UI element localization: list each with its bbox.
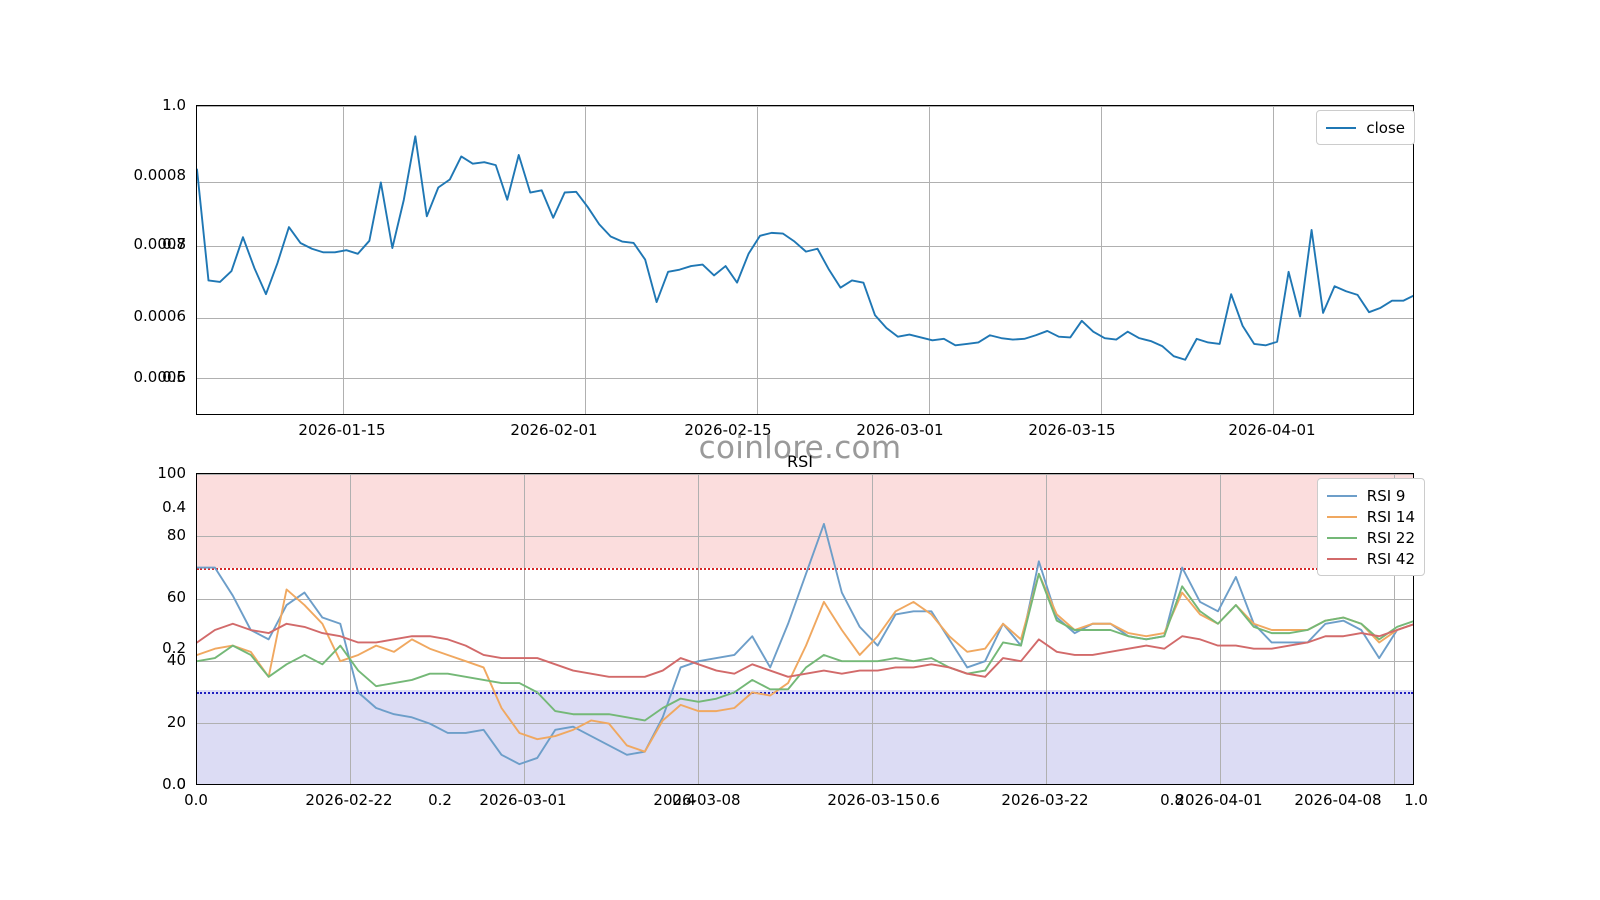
price-ytick-secondary: 0.8 <box>162 235 186 253</box>
rsi-xtick-date: 2026-03-08 <box>653 791 741 809</box>
gridline-vertical <box>757 106 758 414</box>
legend-item-rsi-9[interactable]: RSI 9 <box>1326 485 1415 506</box>
legend-label: RSI 14 <box>1366 507 1415 526</box>
gridline-vertical <box>929 106 930 414</box>
gridline-horizontal <box>197 246 1413 247</box>
oversold-band <box>197 690 1413 784</box>
series-line <box>197 572 1413 722</box>
price-xtick: 2026-01-15 <box>298 421 386 439</box>
series-line <box>197 522 1413 766</box>
rsi-ytick-secondary: 0.0 <box>162 775 186 793</box>
gridline-horizontal <box>197 723 1413 724</box>
legend-label: RSI 9 <box>1366 486 1406 505</box>
gridline-vertical <box>698 474 699 784</box>
rsi-xtick-secondary: 0.6 <box>916 791 940 809</box>
gridline-horizontal <box>197 474 1413 475</box>
gridline-horizontal <box>197 536 1413 537</box>
legend-label: RSI 42 <box>1366 549 1415 568</box>
close-price-line <box>197 135 1413 361</box>
rsi-ytick: 40 <box>166 651 186 669</box>
legend-label: RSI 22 <box>1366 528 1415 547</box>
series-line <box>197 572 1413 753</box>
rsi-xtick-secondary: 0.8 <box>1160 791 1184 809</box>
oversold-threshold-line <box>197 692 1413 694</box>
series-line <box>197 135 1413 361</box>
legend-line-icon <box>1326 494 1357 497</box>
price-ytick-secondary: 1.0 <box>162 96 186 114</box>
rsi-lines <box>197 522 1413 766</box>
price-chart-legend[interactable]: close <box>1316 110 1415 145</box>
gridline-horizontal <box>197 182 1413 183</box>
price-ytick: 0.0007 <box>133 235 187 253</box>
legend-item-close[interactable]: close <box>1326 117 1405 138</box>
price-xtick: 2026-02-01 <box>510 421 598 439</box>
gridline-vertical <box>1220 474 1221 784</box>
gridline-horizontal <box>197 661 1413 662</box>
rsi-xtick-date: 2026-02-22 <box>305 791 393 809</box>
rsi-ytick: 60 <box>166 588 186 606</box>
gridline-vertical <box>524 474 525 784</box>
legend-item-rsi-22[interactable]: RSI 22 <box>1326 527 1415 548</box>
legend-line-icon <box>1326 126 1357 129</box>
legend-line-icon <box>1326 515 1357 518</box>
gridline-horizontal <box>197 318 1413 319</box>
rsi-chart-title: RSI <box>787 452 813 471</box>
overbought-threshold-line <box>197 568 1413 570</box>
gridline-horizontal <box>197 599 1413 600</box>
rsi-ytick-secondary: 0.2 <box>162 639 186 657</box>
rsi-xtick-date: 2026-03-22 <box>1001 791 1089 809</box>
watermark: coinlore.com <box>698 430 902 466</box>
rsi-xtick-date: 2026-04-01 <box>1175 791 1263 809</box>
rsi-xtick-date: 2026-04-08 <box>1294 791 1382 809</box>
rsi-xtick-secondary: 0.4 <box>672 791 696 809</box>
price-xtick: 2026-03-15 <box>1028 421 1116 439</box>
rsi-chart-legend[interactable]: RSI 9 RSI 14 RSI 22 RSI 42 <box>1316 478 1425 576</box>
gridline-vertical <box>1273 106 1274 414</box>
price-xtick: 2026-03-01 <box>856 421 944 439</box>
legend-line-icon <box>1326 557 1357 560</box>
legend-item-rsi-14[interactable]: RSI 14 <box>1326 506 1415 527</box>
gridline-vertical <box>350 474 351 784</box>
gridline-vertical <box>1101 106 1102 414</box>
rsi-xtick-secondary: 0.0 <box>184 791 208 809</box>
rsi-xtick-date: 2026-03-15 <box>827 791 915 809</box>
gridline-vertical <box>872 474 873 784</box>
gridline-vertical <box>1046 474 1047 784</box>
price-xtick: 2026-02-15 <box>684 421 772 439</box>
price-ytick: 0.0005 <box>133 368 187 386</box>
rsi-xtick-secondary: 0.2 <box>428 791 452 809</box>
gridline-horizontal <box>197 378 1413 379</box>
series-line <box>197 622 1413 678</box>
rsi-ytick-secondary: 0.4 <box>162 498 186 516</box>
gridline-vertical <box>585 106 586 414</box>
legend-label: close <box>1366 118 1405 137</box>
price-ytick: 0.0008 <box>133 166 187 184</box>
rsi-chart-plot-area <box>196 473 1414 785</box>
legend-item-rsi-42[interactable]: RSI 42 <box>1326 548 1415 569</box>
gridline-vertical <box>343 106 344 414</box>
price-xtick: 2026-04-01 <box>1228 421 1316 439</box>
gridline-horizontal <box>197 106 1413 107</box>
rsi-ytick: 100 <box>157 464 186 482</box>
price-ytick-secondary: 0.6 <box>162 368 186 386</box>
legend-line-icon <box>1326 536 1357 539</box>
rsi-ytick: 0 <box>176 775 186 793</box>
overbought-band <box>197 474 1413 568</box>
rsi-xtick-secondary: 1.0 <box>1404 791 1428 809</box>
rsi-ytick: 20 <box>166 713 186 731</box>
price-chart-plot-area <box>196 105 1414 415</box>
rsi-xtick-date: 2026-03-01 <box>479 791 567 809</box>
price-ytick: 0.0006 <box>133 307 187 325</box>
rsi-ytick: 80 <box>166 526 186 544</box>
